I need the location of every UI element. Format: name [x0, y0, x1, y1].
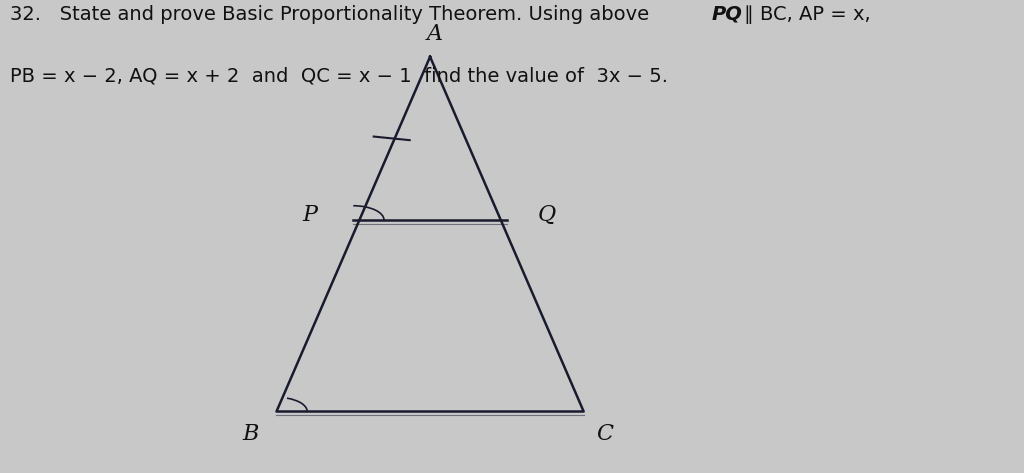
- Text: A: A: [427, 23, 443, 45]
- Text: ∥ BC, AP = x,: ∥ BC, AP = x,: [744, 5, 871, 24]
- Text: Q: Q: [538, 204, 556, 226]
- Text: PQ: PQ: [712, 5, 742, 24]
- Text: P: P: [302, 204, 317, 226]
- Text: 32.   State and prove Basic Proportionality Theorem. Using above: 32. State and prove Basic Proportionalit…: [10, 5, 655, 24]
- Text: PB = x − 2, AQ = x + 2  and  QC = x − 1  find the value of  3x − 5.: PB = x − 2, AQ = x + 2 and QC = x − 1 fi…: [10, 66, 669, 85]
- Text: B: B: [243, 423, 259, 446]
- Text: C: C: [596, 423, 612, 446]
